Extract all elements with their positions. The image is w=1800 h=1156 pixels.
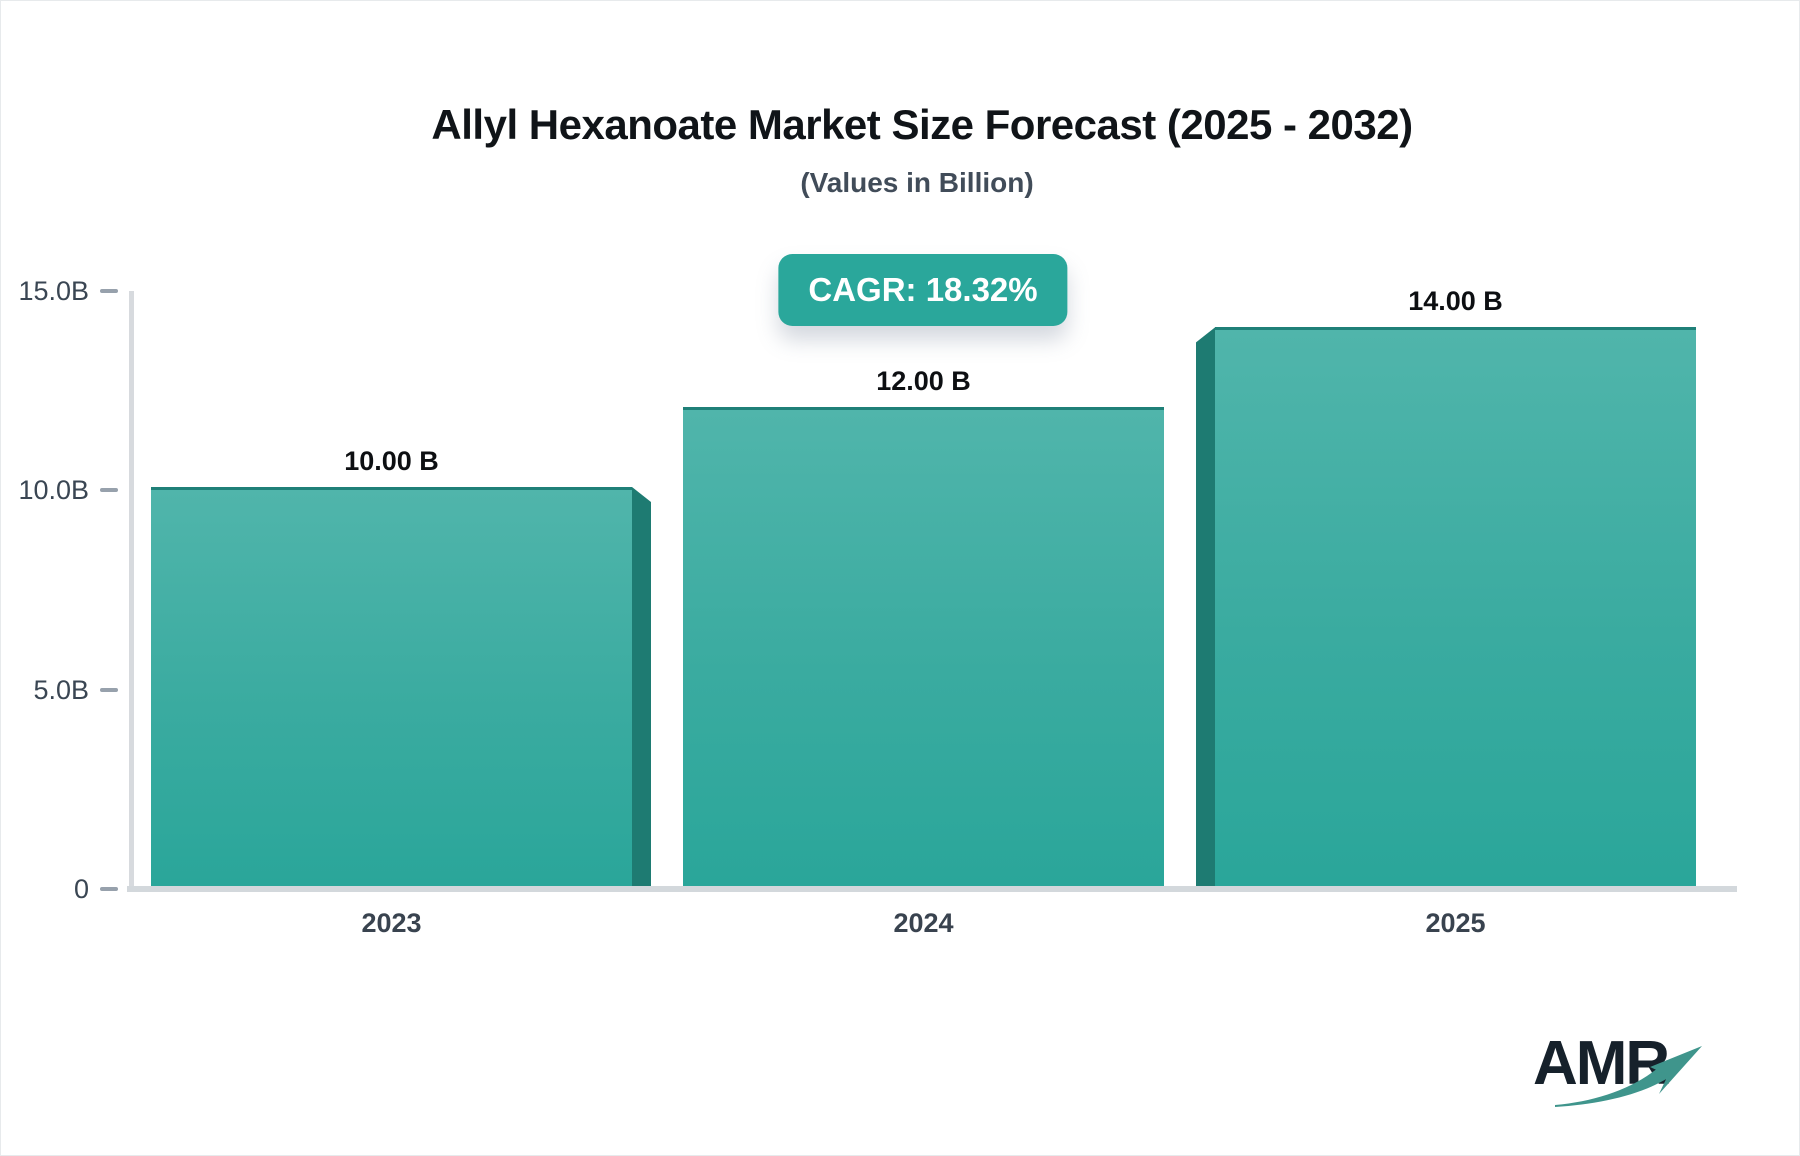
bar-value-label: 14.00 B bbox=[1408, 286, 1503, 317]
y-tick-label: 15.0B bbox=[18, 275, 89, 306]
bar-value-label: 10.00 B bbox=[344, 446, 439, 476]
y-tick-label: 0 bbox=[73, 874, 89, 904]
x-tick-label: 2024 bbox=[893, 908, 954, 938]
cagr-badge: CAGR: 18.32% bbox=[778, 254, 1068, 326]
y-tick-dash bbox=[100, 887, 118, 891]
bar-2023-side-shadow bbox=[632, 487, 651, 886]
y-tick-label: 10.0B bbox=[18, 475, 89, 505]
y-tick-label: 5.0B bbox=[33, 674, 89, 705]
y-tick-dash bbox=[100, 288, 118, 293]
y-tick-dash bbox=[100, 488, 118, 492]
growth-arrow-icon bbox=[1555, 1046, 1702, 1107]
y-tick-dash bbox=[100, 687, 118, 692]
chart-title: Allyl Hexanoate Market Size Forecast (20… bbox=[431, 101, 1413, 148]
bar-2023 bbox=[151, 487, 632, 886]
bar-2025-side-shadow bbox=[1196, 327, 1215, 886]
y-axis-line bbox=[129, 291, 134, 892]
x-axis-line bbox=[127, 886, 1737, 892]
bar-value-label: 12.00 B bbox=[876, 366, 971, 397]
x-tick-label: 2023 bbox=[361, 908, 422, 938]
x-tick-label: 2025 bbox=[1425, 908, 1486, 938]
bar-2024 bbox=[683, 407, 1164, 886]
bar-2025 bbox=[1215, 327, 1696, 886]
chart-subtitle: (Values in Billion) bbox=[800, 167, 1034, 198]
amr-logo: AMR bbox=[1517, 1025, 1727, 1121]
